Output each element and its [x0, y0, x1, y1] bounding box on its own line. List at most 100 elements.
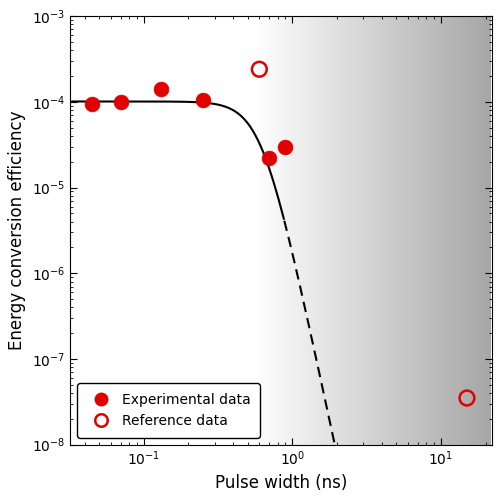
Point	[156, 86, 164, 94]
Bar	[354, 16, 355, 444]
Bar	[341, 16, 342, 444]
Bar	[402, 16, 403, 444]
Bar	[322, 16, 323, 444]
Bar	[218, 16, 219, 444]
Bar	[149, 16, 150, 444]
Bar	[368, 16, 370, 444]
Bar	[167, 16, 168, 444]
Bar	[238, 16, 239, 444]
Bar	[462, 16, 464, 444]
Bar	[220, 16, 222, 444]
Bar	[438, 16, 439, 444]
Bar	[360, 16, 361, 444]
Bar	[326, 16, 328, 444]
Bar	[399, 16, 400, 444]
Bar	[277, 16, 278, 444]
Bar	[150, 16, 151, 444]
Bar	[480, 16, 481, 444]
Bar	[435, 16, 436, 444]
Bar	[252, 16, 254, 444]
Bar	[236, 16, 238, 444]
Bar	[118, 16, 119, 444]
Bar	[454, 16, 455, 444]
Bar	[192, 16, 193, 444]
Bar	[342, 16, 344, 444]
Bar	[386, 16, 387, 444]
Bar	[281, 16, 282, 444]
Bar	[250, 16, 251, 444]
Bar	[484, 16, 486, 444]
Bar	[266, 16, 267, 444]
Bar	[136, 16, 138, 444]
Bar	[357, 16, 358, 444]
Bar	[256, 16, 257, 444]
Bar	[371, 16, 372, 444]
Bar	[93, 16, 94, 444]
Bar	[86, 16, 87, 444]
Bar	[442, 16, 444, 444]
Bar	[213, 16, 214, 444]
Bar	[142, 16, 144, 444]
Bar	[290, 16, 291, 444]
Bar	[396, 16, 397, 444]
Bar	[304, 16, 306, 444]
Bar	[206, 16, 207, 444]
Bar	[191, 16, 192, 444]
Bar	[394, 16, 396, 444]
Bar	[91, 16, 92, 444]
Bar	[209, 16, 210, 444]
Bar	[460, 16, 461, 444]
Bar	[324, 16, 325, 444]
Bar	[350, 16, 351, 444]
Bar	[174, 16, 175, 444]
Bar	[190, 16, 191, 444]
Bar	[125, 16, 126, 444]
Bar	[303, 16, 304, 444]
Bar	[336, 16, 338, 444]
Bar	[388, 16, 390, 444]
Bar	[212, 16, 213, 444]
Bar	[351, 16, 352, 444]
Bar	[415, 16, 416, 444]
Bar	[477, 16, 478, 444]
Bar	[358, 16, 360, 444]
Bar	[316, 16, 318, 444]
Bar	[332, 16, 334, 444]
Bar	[74, 16, 75, 444]
Bar	[154, 16, 155, 444]
Bar	[146, 16, 148, 444]
Bar	[440, 16, 441, 444]
Bar	[112, 16, 113, 444]
Bar	[217, 16, 218, 444]
Bar	[168, 16, 170, 444]
Bar	[325, 16, 326, 444]
Bar	[466, 16, 467, 444]
Bar	[348, 16, 349, 444]
Bar	[294, 16, 296, 444]
Bar	[309, 16, 310, 444]
Bar	[202, 16, 203, 444]
Bar	[356, 16, 357, 444]
Bar	[244, 16, 245, 444]
Bar	[365, 16, 366, 444]
Bar	[171, 16, 172, 444]
Bar	[261, 16, 262, 444]
Bar	[318, 16, 319, 444]
Bar	[355, 16, 356, 444]
Bar	[300, 16, 302, 444]
Bar	[308, 16, 309, 444]
Bar	[100, 16, 101, 444]
Bar	[457, 16, 458, 444]
Bar	[165, 16, 166, 444]
Bar	[338, 16, 339, 444]
Bar	[254, 16, 255, 444]
Bar	[409, 16, 410, 444]
Bar	[223, 16, 224, 444]
Bar	[445, 16, 446, 444]
Bar	[374, 16, 376, 444]
Bar	[345, 16, 346, 444]
Bar	[366, 16, 367, 444]
Bar	[216, 16, 217, 444]
Bar	[110, 16, 112, 444]
Bar	[408, 16, 409, 444]
